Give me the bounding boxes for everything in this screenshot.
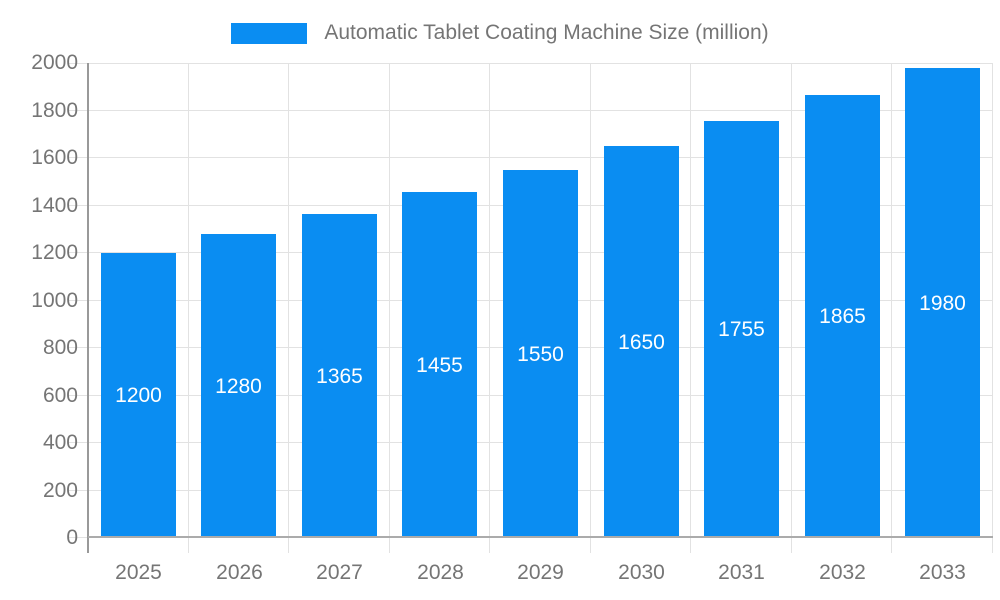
y-tick-label: 600 <box>42 384 78 407</box>
bar[interactable]: 1365 <box>302 214 377 538</box>
bar-value-label: 1200 <box>115 384 162 407</box>
bar[interactable]: 1650 <box>604 146 679 538</box>
bar-value-label: 1455 <box>416 353 463 377</box>
plot-area: 1200 1280 1365 1455 1550 1650 1755 1865 1980 <box>68 63 993 553</box>
y-tick-label: 800 <box>42 336 78 359</box>
y-tick-label: 200 <box>42 479 78 502</box>
x-axis-line <box>88 536 993 538</box>
x-tick-label: 2031 <box>718 561 765 584</box>
legend-label: Automatic Tablet Coating Machine Size (m… <box>324 21 769 44</box>
bar-value-label: 1980 <box>919 291 966 315</box>
x-tick-label: 2025 <box>115 561 162 584</box>
category-gridline <box>489 63 490 553</box>
x-tick-label: 2030 <box>618 561 665 584</box>
category-gridline <box>288 63 289 553</box>
y-tick-label: 0 <box>66 526 78 549</box>
y-tick-label: 1200 <box>31 241 78 264</box>
bar[interactable]: 1280 <box>201 234 276 538</box>
bar[interactable]: 1865 <box>805 95 880 538</box>
bar-value-label: 1365 <box>316 364 363 388</box>
category-gridline <box>690 63 691 553</box>
y-tick-label: 400 <box>42 431 78 454</box>
y-gridline <box>68 157 993 158</box>
bar-value-label: 1280 <box>215 374 262 398</box>
bar[interactable]: 1455 <box>402 192 477 538</box>
legend-swatch <box>231 22 308 44</box>
category-gridline <box>891 63 892 553</box>
x-tick-label: 2029 <box>517 561 564 584</box>
bar[interactable]: 1980 <box>905 68 980 538</box>
y-gridline <box>68 110 993 111</box>
bar-value-label: 1755 <box>718 318 765 341</box>
y-gridline <box>68 63 993 64</box>
category-gridline <box>791 63 792 553</box>
x-tick-label: 2032 <box>819 561 866 584</box>
category-gridline <box>590 63 591 553</box>
x-tick-label: 2028 <box>417 561 464 584</box>
legend[interactable]: Automatic Tablet Coating Machine Size (m… <box>0 20 1000 46</box>
y-tick-label: 1400 <box>31 194 78 217</box>
bar-value-label: 1865 <box>819 305 866 328</box>
bar[interactable]: 1755 <box>704 121 779 538</box>
bar[interactable]: 1200 <box>101 253 176 538</box>
x-tick-label: 2033 <box>919 561 966 584</box>
y-tick-label: 1000 <box>31 289 78 312</box>
y-tick-label: 1600 <box>31 146 78 169</box>
y-tick-label: 1800 <box>31 99 78 122</box>
category-gridline <box>389 63 390 553</box>
category-gridline <box>188 63 189 553</box>
bar[interactable]: 1550 <box>503 170 578 538</box>
y-tick-label: 2000 <box>31 51 78 74</box>
x-tick-label: 2027 <box>316 561 363 584</box>
x-tick-label: 2026 <box>216 561 263 584</box>
bar-value-label: 1650 <box>618 330 665 354</box>
bar-value-label: 1550 <box>517 342 564 366</box>
category-gridline <box>992 63 993 553</box>
y-axis-line <box>87 63 89 553</box>
